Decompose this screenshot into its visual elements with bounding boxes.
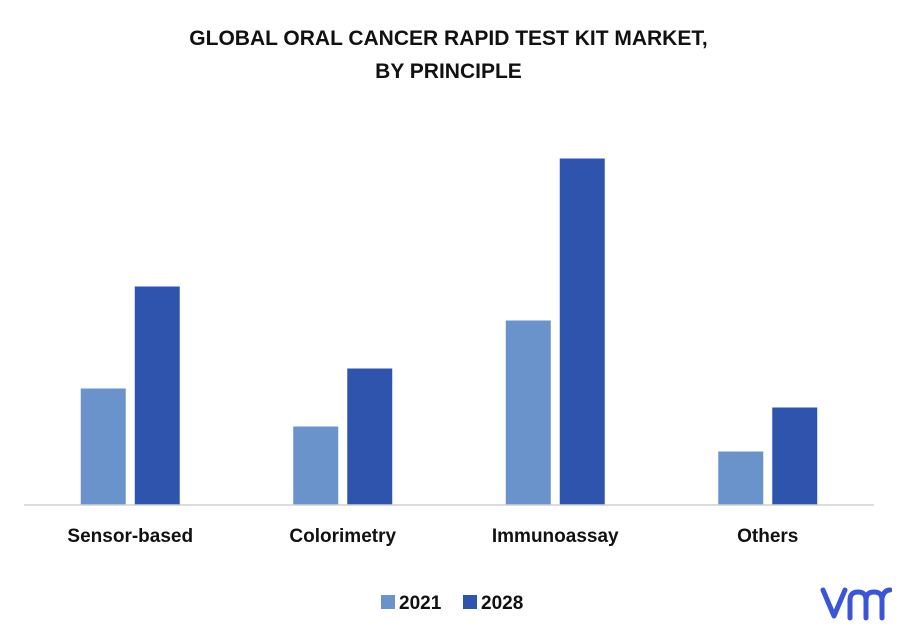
x-tick-label: Others xyxy=(737,526,798,547)
bar-2028-others xyxy=(771,406,819,506)
bar-2021-colorimetry xyxy=(292,425,340,506)
bar-2028-immunoassay xyxy=(558,157,606,506)
x-tick-label: Sensor-based xyxy=(67,526,193,547)
bar-2028-colorimetry xyxy=(346,367,394,506)
chart-title: GLOBAL ORAL CANCER RAPID TEST KIT MARKET… xyxy=(0,22,897,88)
chart-title-line-2: BY PRINCIPLE xyxy=(375,60,522,83)
legend: 2021 2028 xyxy=(381,593,523,614)
vmr-logo-icon xyxy=(820,587,892,621)
bar-2021-immunoassay xyxy=(504,319,552,506)
bar-2021-sensor-based xyxy=(79,387,127,506)
legend-swatch-2021 xyxy=(381,595,395,609)
bar-2028-sensor-based xyxy=(133,285,181,506)
x-axis-labels: Sensor-based Colorimetry Immunoassay Others xyxy=(67,526,798,547)
chart-title-line-1: GLOBAL ORAL CANCER RAPID TEST KIT MARKET… xyxy=(189,27,708,50)
bars-group xyxy=(79,157,819,506)
legend-label-2021: 2021 xyxy=(399,593,442,614)
x-tick-label: Immunoassay xyxy=(492,526,619,547)
legend-swatch-2028 xyxy=(463,595,477,609)
bar-2021-others xyxy=(717,450,765,506)
x-tick-label: Colorimetry xyxy=(289,526,396,547)
legend-label-2028: 2028 xyxy=(481,593,523,614)
